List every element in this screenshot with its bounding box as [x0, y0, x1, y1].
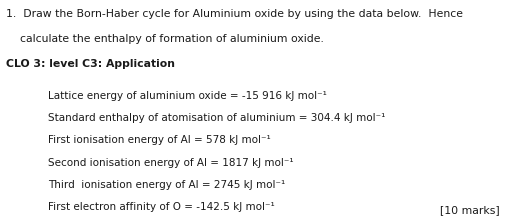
Text: Third  ionisation energy of Al = 2745 kJ mol⁻¹: Third ionisation energy of Al = 2745 kJ …: [48, 180, 285, 190]
Text: 1.  Draw the Born-Haber cycle for Aluminium oxide by using the data below.  Henc: 1. Draw the Born-Haber cycle for Alumini…: [6, 9, 463, 19]
Text: First electron affinity of O = -142.5 kJ mol⁻¹: First electron affinity of O = -142.5 kJ…: [48, 202, 275, 212]
Text: calculate the enthalpy of formation of aluminium oxide.: calculate the enthalpy of formation of a…: [6, 34, 324, 44]
Text: Second ionisation energy of Al = 1817 kJ mol⁻¹: Second ionisation energy of Al = 1817 kJ…: [48, 158, 293, 168]
Text: CLO 3: level C3: Application: CLO 3: level C3: Application: [6, 59, 175, 69]
Text: First ionisation energy of Al = 578 kJ mol⁻¹: First ionisation energy of Al = 578 kJ m…: [48, 135, 271, 145]
Text: [10 marks]: [10 marks]: [440, 205, 500, 215]
Text: Standard enthalpy of atomisation of aluminium = 304.4 kJ mol⁻¹: Standard enthalpy of atomisation of alum…: [48, 113, 385, 123]
Text: Lattice energy of aluminium oxide = -15 916 kJ mol⁻¹: Lattice energy of aluminium oxide = -15 …: [48, 91, 327, 101]
